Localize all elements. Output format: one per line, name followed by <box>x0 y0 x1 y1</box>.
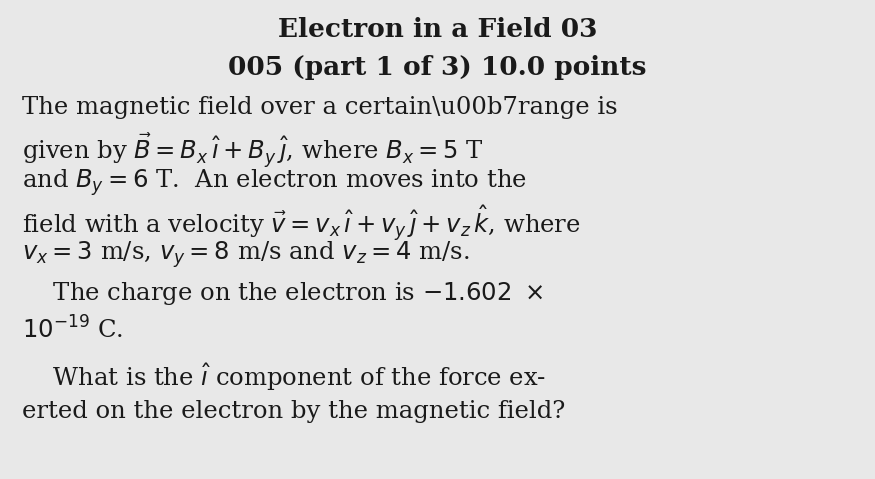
Text: The magnetic field over a certain\u00b7range is: The magnetic field over a certain\u00b7r… <box>22 96 618 119</box>
Text: given by $\vec{B} = B_x\,\hat{\imath} + B_y\,\hat{\jmath}$, where $B_x = 5$ T: given by $\vec{B} = B_x\,\hat{\imath} + … <box>22 132 484 170</box>
Text: $10^{-19}$ C.: $10^{-19}$ C. <box>22 316 123 343</box>
Text: field with a velocity $\vec{v} = v_x\,\hat{\imath}+v_y\,\hat{\jmath}+v_z\,\hat{k: field with a velocity $\vec{v} = v_x\,\h… <box>22 204 581 244</box>
Text: The charge on the electron is $-1.602\ \times$: The charge on the electron is $-1.602\ \… <box>22 280 543 307</box>
Text: What is the $\hat{\imath}$ component of the force ex-: What is the $\hat{\imath}$ component of … <box>22 362 546 393</box>
Text: Electron in a Field 03: Electron in a Field 03 <box>277 17 598 42</box>
Text: and $B_y = 6$ T.  An electron moves into the: and $B_y = 6$ T. An electron moves into … <box>22 168 527 198</box>
Text: $v_x = 3$ m/s, $v_y = 8$ m/s and $v_z = 4$ m/s.: $v_x = 3$ m/s, $v_y = 8$ m/s and $v_z = … <box>22 240 469 270</box>
Text: 005 (part 1 of 3) 10.0 points: 005 (part 1 of 3) 10.0 points <box>228 55 647 80</box>
Text: erted on the electron by the magnetic field?: erted on the electron by the magnetic fi… <box>22 400 565 423</box>
